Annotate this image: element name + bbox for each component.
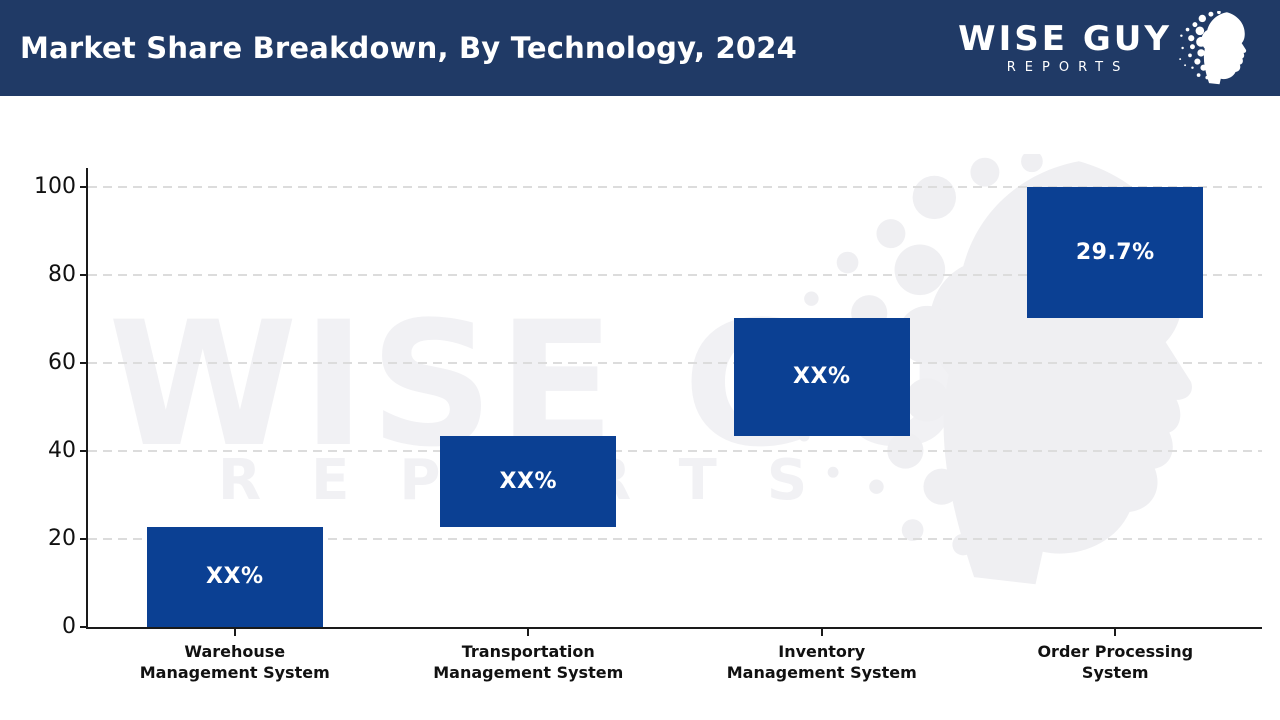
y-axis-label: 80 [48,262,76,287]
x-axis-label: Order Processing System [1037,642,1194,682]
bar-value-label: XX% [206,564,264,590]
report-header: Market Share Breakdown, By Technology, 2… [0,0,1280,96]
y-axis-label: 100 [34,174,76,199]
bar: XX% [440,435,617,527]
x-axis-label: Inventory Management System [726,642,917,682]
bar: 29.7% [1027,187,1204,318]
bar-value-label: 29.7% [1075,239,1155,265]
gridline-40 [88,450,1262,452]
x-tickmark [233,629,236,636]
gridline-100 [88,186,1262,188]
y-tickmark [80,626,88,628]
y-axis-label: 0 [62,614,76,639]
x-tickmark [527,629,530,636]
y-tickmark [80,186,88,188]
y-axis-spine [86,168,88,629]
logo-wordmark: WISE GUY [958,18,1172,59]
wiseguy-face-icon [1174,11,1254,85]
plot: 0 20 40 60 80 100 XX% Warehouse Management Syste… [0,96,1280,720]
page-title: Market Share Breakdown, By Technology, 2… [20,31,798,65]
y-axis-label: 20 [48,526,76,551]
x-tickmark [1114,629,1117,636]
y-axis-label: 40 [48,438,76,463]
y-tickmark [80,274,88,276]
gridline-80 [88,274,1262,276]
bar-value-label: XX% [793,364,851,390]
x-axis-label: Warehouse Management System [139,642,330,682]
bar: XX% [733,317,910,436]
wiseguy-logo: WISE GUY REPORTS [958,11,1254,85]
gridline-20 [88,538,1262,540]
bar: XX% [146,526,323,627]
logo-text: WISE GUY REPORTS [958,22,1172,75]
x-axis-label: Transportation Management System [433,642,624,682]
gridline-60 [88,362,1262,364]
logo-subtitle: REPORTS [1006,59,1130,75]
y-tickmark [80,450,88,452]
x-tickmark [820,629,823,636]
bar-value-label: XX% [499,468,557,494]
y-tickmark [80,362,88,364]
y-axis-label: 60 [48,350,76,375]
y-tickmark [80,538,88,540]
x-axis-spine [86,627,1262,629]
chart-area: WISE GUY REPORTS 020406080100XX%Warehous… [0,96,1280,720]
